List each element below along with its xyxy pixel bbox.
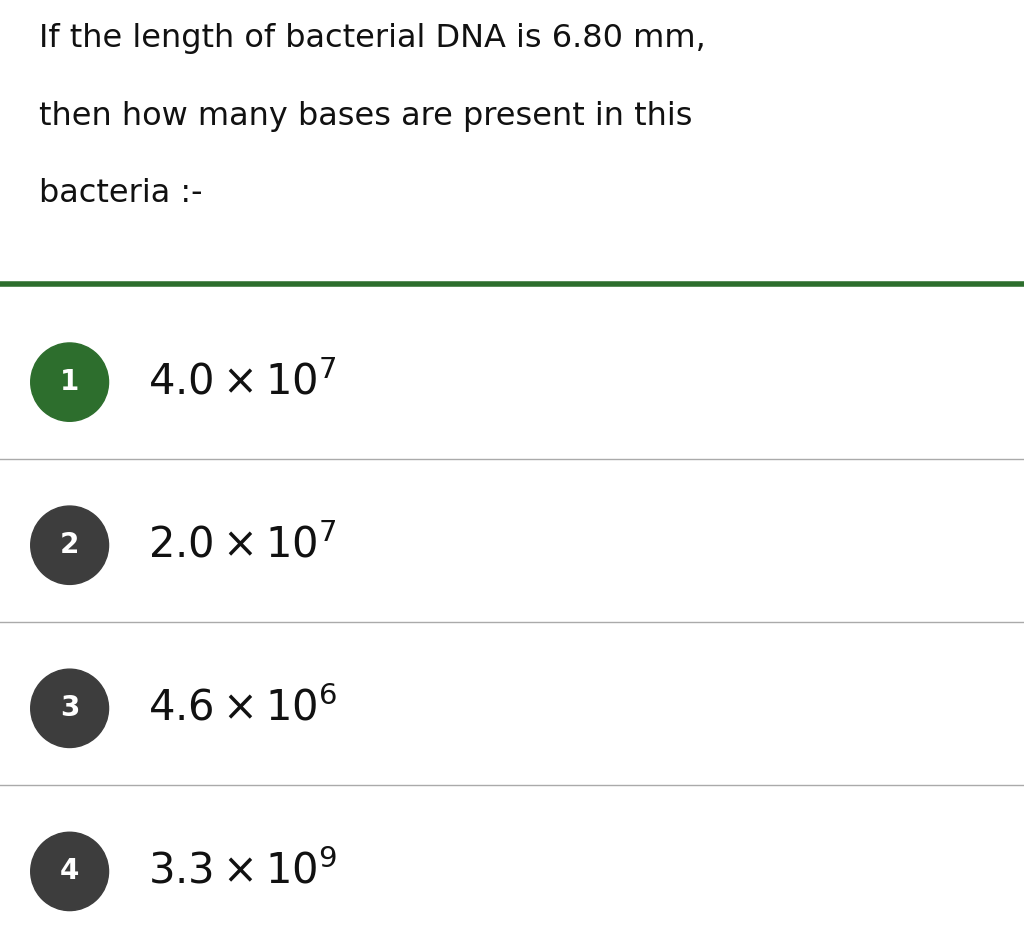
Text: bacteria :-: bacteria :- <box>39 178 203 209</box>
Text: $\mathregular{4.6 \times 10}^{6}$: $\mathregular{4.6 \times 10}^{6}$ <box>148 687 338 730</box>
Text: $\mathregular{3.3 \times 10}^{9}$: $\mathregular{3.3 \times 10}^{9}$ <box>148 850 338 893</box>
Text: $\mathregular{2.0 \times 10}^{7}$: $\mathregular{2.0 \times 10}^{7}$ <box>148 524 337 567</box>
Text: $\mathregular{4.0 \times 10}^{7}$: $\mathregular{4.0 \times 10}^{7}$ <box>148 361 337 404</box>
Text: then how many bases are present in this: then how many bases are present in this <box>39 101 692 131</box>
Text: 3: 3 <box>60 694 79 722</box>
Text: 1: 1 <box>60 368 79 396</box>
Text: If the length of bacterial DNA is 6.80 mm,: If the length of bacterial DNA is 6.80 m… <box>39 23 706 54</box>
Text: 2: 2 <box>60 531 79 559</box>
Ellipse shape <box>31 832 109 911</box>
Ellipse shape <box>31 506 109 584</box>
Ellipse shape <box>31 343 109 421</box>
Ellipse shape <box>31 669 109 747</box>
Text: 4: 4 <box>60 857 79 885</box>
